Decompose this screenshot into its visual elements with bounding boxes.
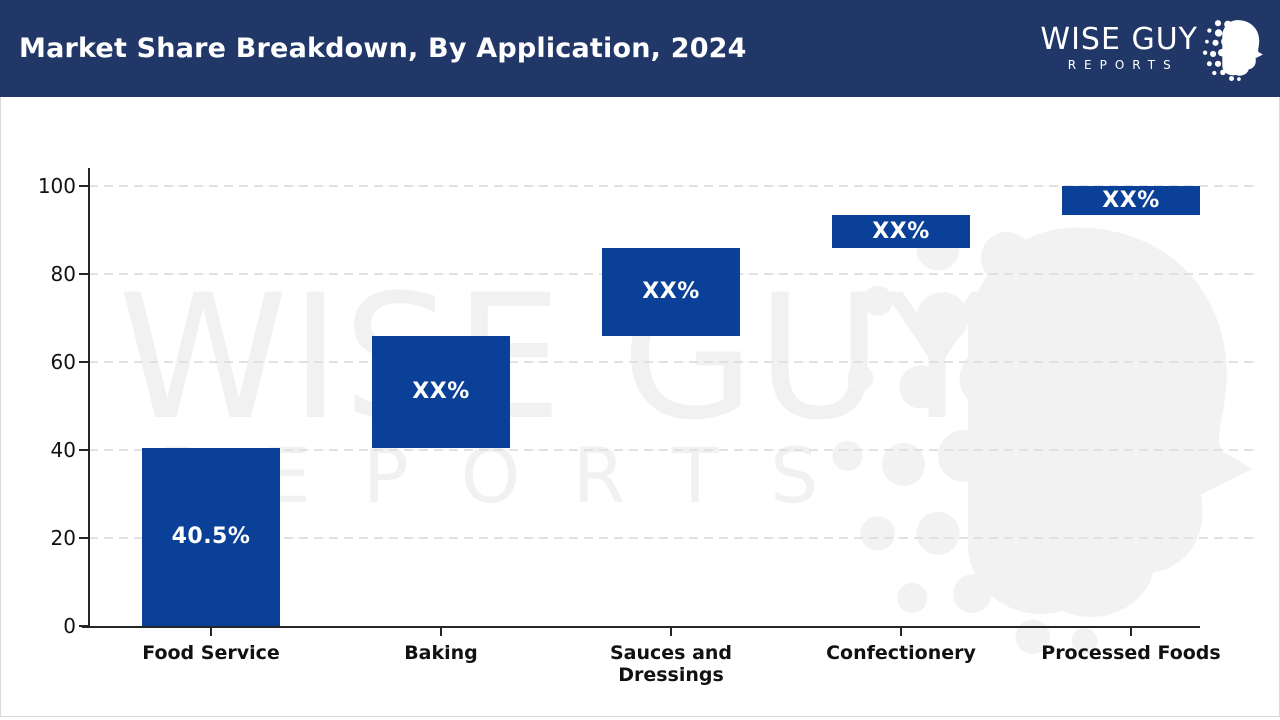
x-tick: [440, 628, 442, 636]
gridline: [89, 537, 1253, 539]
x-axis-label: Processed Foods: [1021, 642, 1241, 664]
x-axis-label-line: Processed Foods: [1041, 642, 1221, 664]
brand-logo-text: WISE GUY REPORTS: [1040, 22, 1198, 73]
brand-subname: REPORTS: [1067, 58, 1179, 72]
x-tick: [1130, 628, 1132, 636]
watermark-head-icon: [826, 182, 1274, 678]
bar-baking: XX%: [372, 335, 510, 448]
x-axis-label: Food Service: [101, 642, 321, 664]
bar-value-label: XX%: [412, 379, 470, 405]
x-tick: [670, 628, 672, 636]
bar-value-label: XX%: [872, 218, 930, 244]
header-bar: Market Share Breakdown, By Application, …: [0, 0, 1280, 97]
waterfall-chart: 0 20 40 60 80 100 40.5% Food Service XX% Baking XX…: [0, 97, 1280, 717]
watermark-brand-text: WISE GUY: [118, 257, 992, 458]
x-axis-label-line: Dressings: [618, 664, 724, 686]
x-axis-label-line: Sauces and: [609, 642, 733, 664]
page-title: Market Share Breakdown, By Application, …: [19, 33, 747, 64]
y-tick-label: 60: [50, 350, 76, 374]
bar-processed-foods: XX%: [1062, 186, 1200, 215]
x-tick: [210, 628, 212, 636]
bar-confectionery: XX%: [832, 214, 970, 248]
gridline: [89, 449, 1253, 451]
brand-name: WISE GUY: [1040, 22, 1198, 57]
gridline: [89, 185, 1253, 187]
x-axis-label-line: Baking: [404, 642, 478, 664]
y-tick-label: 100: [37, 174, 76, 198]
y-axis-line: [88, 168, 90, 628]
bar-sauces-and-dressings: XX%: [602, 247, 740, 336]
x-tick: [900, 628, 902, 636]
brand-logo: WISE GUY REPORTS: [1040, 11, 1280, 87]
x-axis-line: [82, 626, 1200, 628]
bar-value-label: XX%: [1102, 187, 1160, 213]
bar-value-label: XX%: [642, 279, 700, 305]
x-axis-label-line: Confectionery: [826, 642, 976, 664]
y-tick: [79, 273, 88, 275]
y-tick-label: 0: [63, 614, 76, 638]
x-axis-label: Baking: [331, 642, 551, 664]
y-tick-label: 80: [50, 262, 76, 286]
y-tick: [79, 361, 88, 363]
x-axis-label-line: Food Service: [142, 642, 280, 664]
brand-head-icon: [1202, 11, 1266, 87]
x-axis-label: Sauces and Dressings: [561, 642, 781, 686]
y-tick-label: 20: [50, 526, 76, 550]
y-tick-label: 40: [50, 438, 76, 462]
bar-value-label: 40.5%: [171, 524, 251, 550]
y-tick: [79, 449, 88, 451]
gridline: [89, 361, 1253, 363]
bar-food-service: 40.5%: [142, 447, 280, 626]
y-tick: [79, 537, 88, 539]
x-axis-label: Confectionery: [791, 642, 1011, 664]
y-tick: [79, 185, 88, 187]
